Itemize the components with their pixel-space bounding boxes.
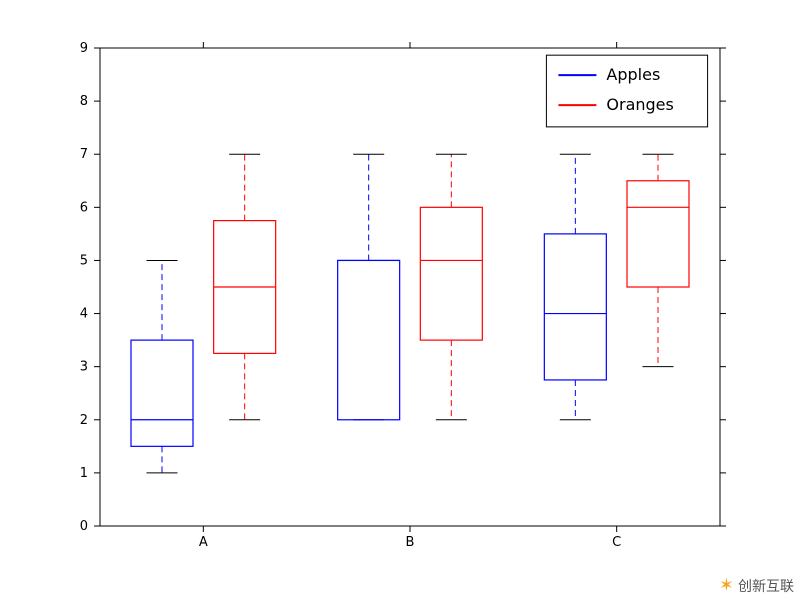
box-apples-A	[131, 260, 193, 472]
box-oranges-B	[420, 154, 482, 420]
y-tick-label: 8	[80, 94, 88, 109]
y-tick-label: 2	[80, 413, 88, 428]
legend-label: Apples	[606, 65, 660, 84]
y-tick-label: 0	[80, 519, 88, 534]
box-apples-B	[338, 154, 400, 420]
boxplot-chart: 0 1 2 3 4 5 6 7 8 9 A B C Apples Oranges	[0, 0, 800, 600]
watermark: ✶ 创新互联	[719, 575, 794, 596]
y-tick-label: 6	[80, 200, 88, 215]
legend: Apples Oranges	[546, 55, 707, 127]
y-tick-label: 9	[80, 41, 88, 56]
box-rect	[338, 260, 400, 419]
y-tick-label: 7	[80, 147, 88, 162]
legend-label: Oranges	[606, 95, 673, 114]
box-oranges-A	[214, 154, 276, 420]
box-rect	[131, 340, 193, 446]
y-tick-label: 1	[80, 466, 88, 481]
box-rect	[420, 207, 482, 340]
x-tick-label: B	[406, 535, 415, 550]
box-apples-C	[544, 154, 606, 420]
box-oranges-C	[627, 154, 689, 366]
box-rect	[627, 181, 689, 287]
y-tick-label: 3	[80, 360, 88, 375]
x-tick-label: C	[612, 535, 621, 550]
watermark-text: 创新互联	[738, 576, 794, 596]
watermark-logo-icon: ✶	[719, 575, 734, 596]
y-tick-label: 4	[80, 307, 88, 322]
x-tick-label: A	[199, 535, 208, 550]
y-tick-label: 5	[80, 253, 88, 268]
box-rect	[544, 234, 606, 380]
